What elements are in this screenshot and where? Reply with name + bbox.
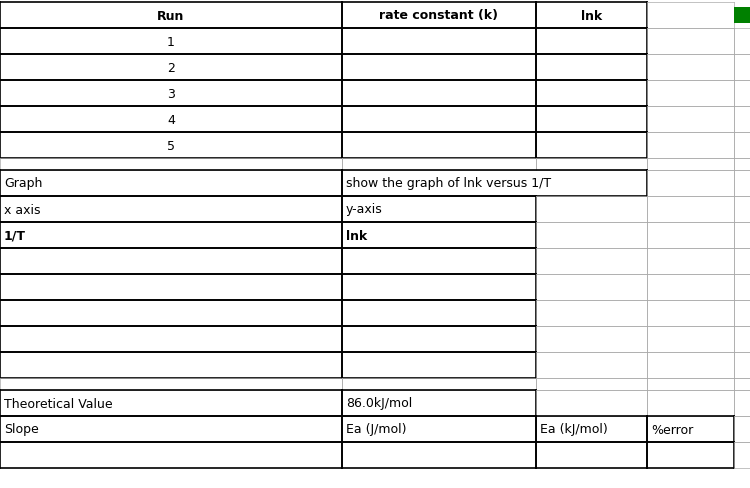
Text: rate constant (k): rate constant (k) [380, 9, 498, 22]
Text: Theoretical Value: Theoretical Value [4, 397, 112, 409]
Text: y-axis: y-axis [346, 203, 382, 216]
Text: 4: 4 [167, 113, 175, 126]
Text: 1: 1 [167, 36, 175, 48]
Text: Graph: Graph [4, 177, 42, 190]
Text: 86.0kJ/mol: 86.0kJ/mol [346, 397, 412, 409]
Text: x axis: x axis [4, 203, 40, 216]
Text: lnk: lnk [346, 229, 368, 242]
Text: %error: %error [651, 423, 694, 436]
Text: Ea (kJ/mol): Ea (kJ/mol) [539, 423, 608, 436]
Text: 1/T: 1/T [4, 229, 26, 242]
Text: show the graph of lnk versus 1/T: show the graph of lnk versus 1/T [346, 177, 551, 190]
Bar [734, 8, 750, 24]
Text: Slope: Slope [4, 423, 39, 436]
Text: 3: 3 [167, 87, 175, 101]
Text: 2: 2 [167, 61, 175, 74]
Text: Ea (J/mol): Ea (J/mol) [346, 423, 406, 436]
Text: lnk: lnk [580, 9, 602, 22]
Text: Run: Run [158, 9, 184, 22]
Text: 5: 5 [167, 139, 175, 152]
